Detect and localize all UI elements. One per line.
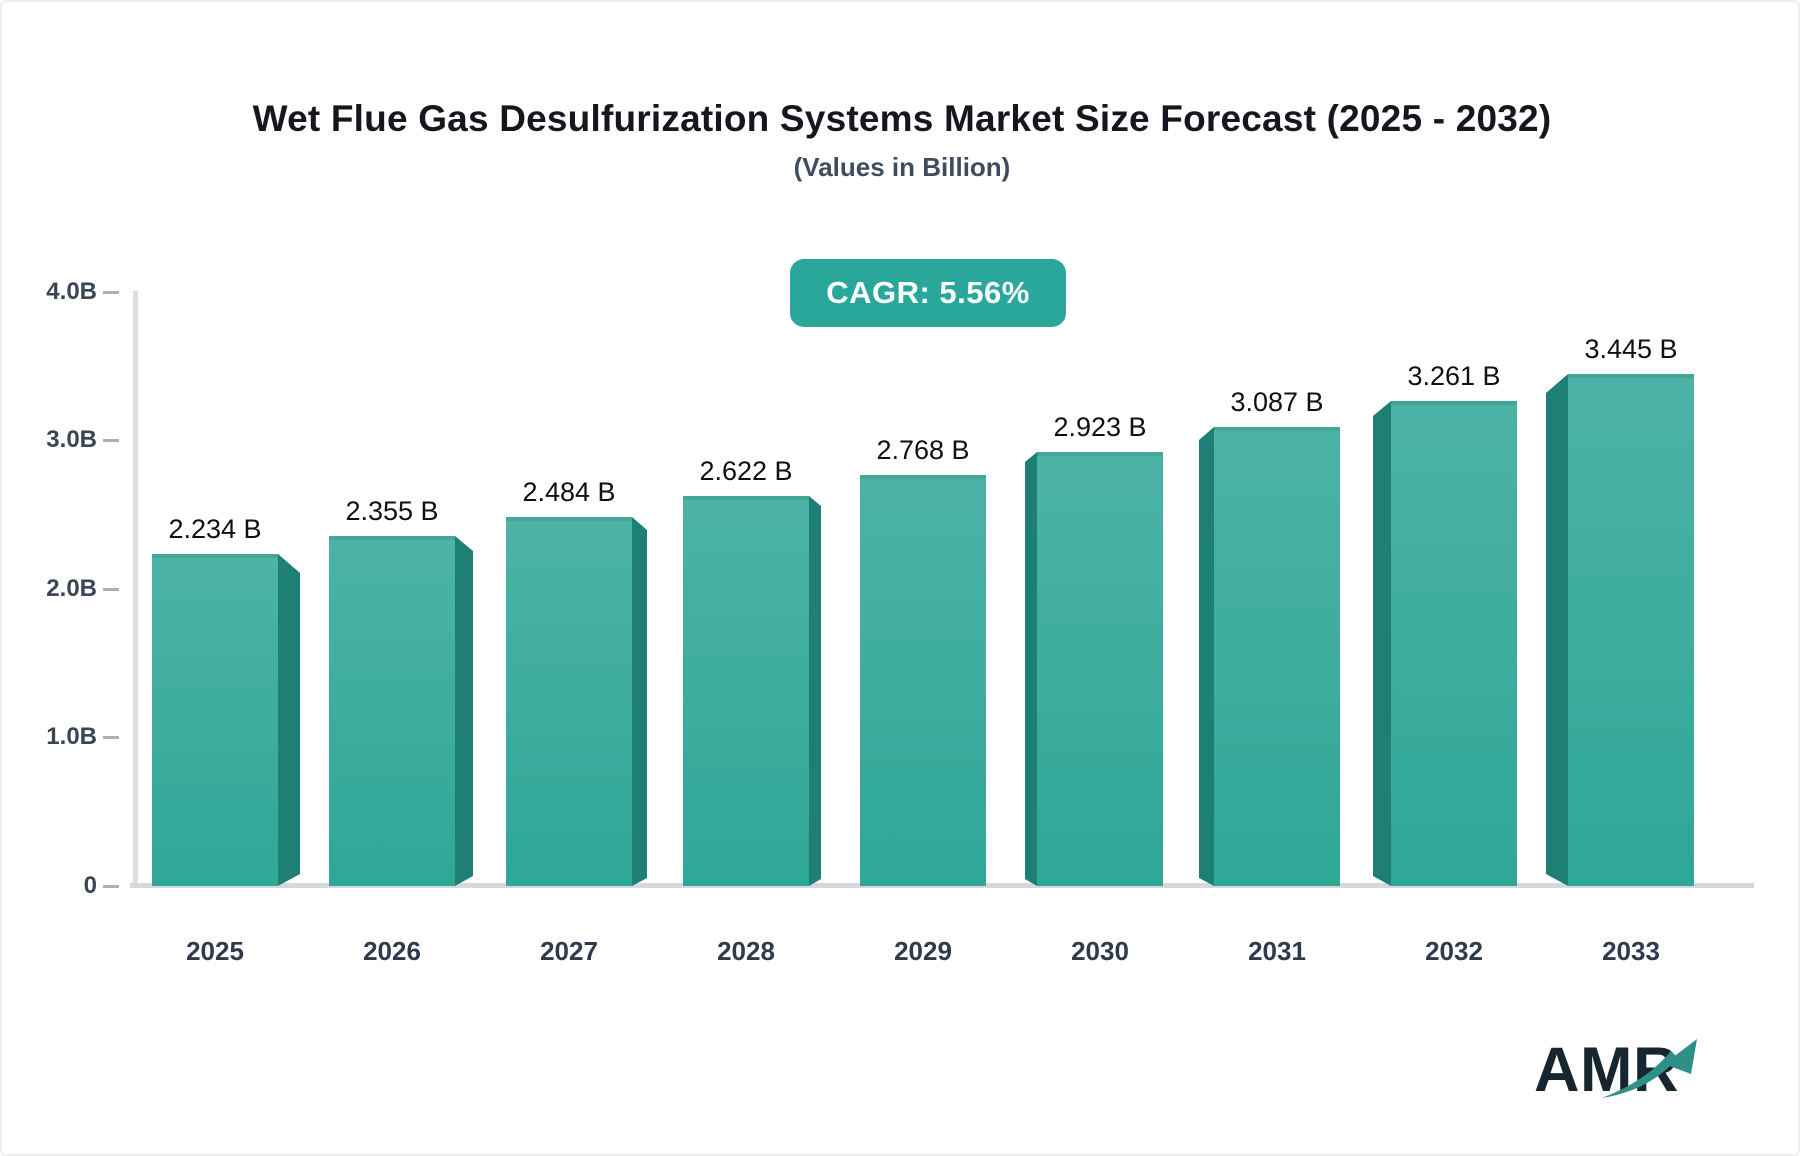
x-axis-label-2033: 2033 [1602,936,1660,966]
bar-value-label-2031: 3.087 B [1230,387,1324,417]
bar-2026-side-face [455,536,473,886]
bar-value-label-2029: 2.768 B [876,435,970,465]
bar-2033-side-face [1546,374,1568,886]
x-axis-label-2032: 2032 [1425,936,1483,966]
cagr-badge: CAGR: 5.56% [790,259,1066,327]
y-tick-label: 3.0B [46,426,97,454]
y-tick-mark [103,587,119,591]
x-axis-label-2030: 2030 [1071,936,1129,966]
bar-2028-side-face [809,496,821,886]
chart-subtitle: (Values in Billion) [793,152,1011,182]
bar-value-label-2026: 2.355 B [345,496,439,526]
x-axis-label-2027: 2027 [540,936,598,966]
bar-2030-side-face [1025,452,1037,886]
y-tick-mark [103,885,119,888]
bar-2027-side-face [632,517,647,886]
bar-2032 [1391,401,1517,886]
bar-value-label-2025: 2.234 B [168,514,262,544]
y-tick-mark [103,736,119,740]
growth-arrow-icon [1602,1039,1697,1098]
bar-2025-side-face [278,554,300,886]
x-axis-label-2029: 2029 [894,936,952,966]
bar-value-label-2030: 2.923 B [1053,412,1147,442]
bar-2029 [860,475,986,886]
bar-2032-side-face [1373,401,1391,886]
y-axis-line [133,291,138,888]
x-axis-label-2025: 2025 [186,936,244,966]
bar-value-label-2028: 2.622 B [699,456,793,486]
bar-2033 [1568,374,1694,886]
y-tick-label: 0 [83,872,97,899]
x-axis-label-2028: 2028 [717,936,775,966]
y-tick-label: 2.0B [46,574,97,602]
bar-value-label-2027: 2.484 B [522,477,616,507]
y-tick-label: 4.0B [46,277,97,305]
bar-2026 [329,536,455,886]
bar-2031-side-face [1199,427,1214,886]
amr-logo: AMR [1534,1034,1714,1114]
cagr-badge-label: CAGR: 5.56% [826,275,1030,310]
bar-2027 [506,517,632,886]
x-axis-label-2031: 2031 [1248,936,1306,966]
y-tick-label: 1.0B [46,723,97,751]
y-tick-mark [103,290,119,294]
chart-title: Wet Flue Gas Desulfurization Systems Mar… [252,98,1552,139]
bar-value-label-2032: 3.261 B [1407,361,1501,391]
bar-2025 [152,554,278,886]
bar-value-label-2033: 3.445 B [1584,334,1678,364]
bar-2028 [683,496,809,886]
bar-2031 [1214,427,1340,886]
y-tick-mark [103,439,119,443]
x-axis-label-2026: 2026 [363,936,421,966]
bar-2030 [1037,452,1163,886]
